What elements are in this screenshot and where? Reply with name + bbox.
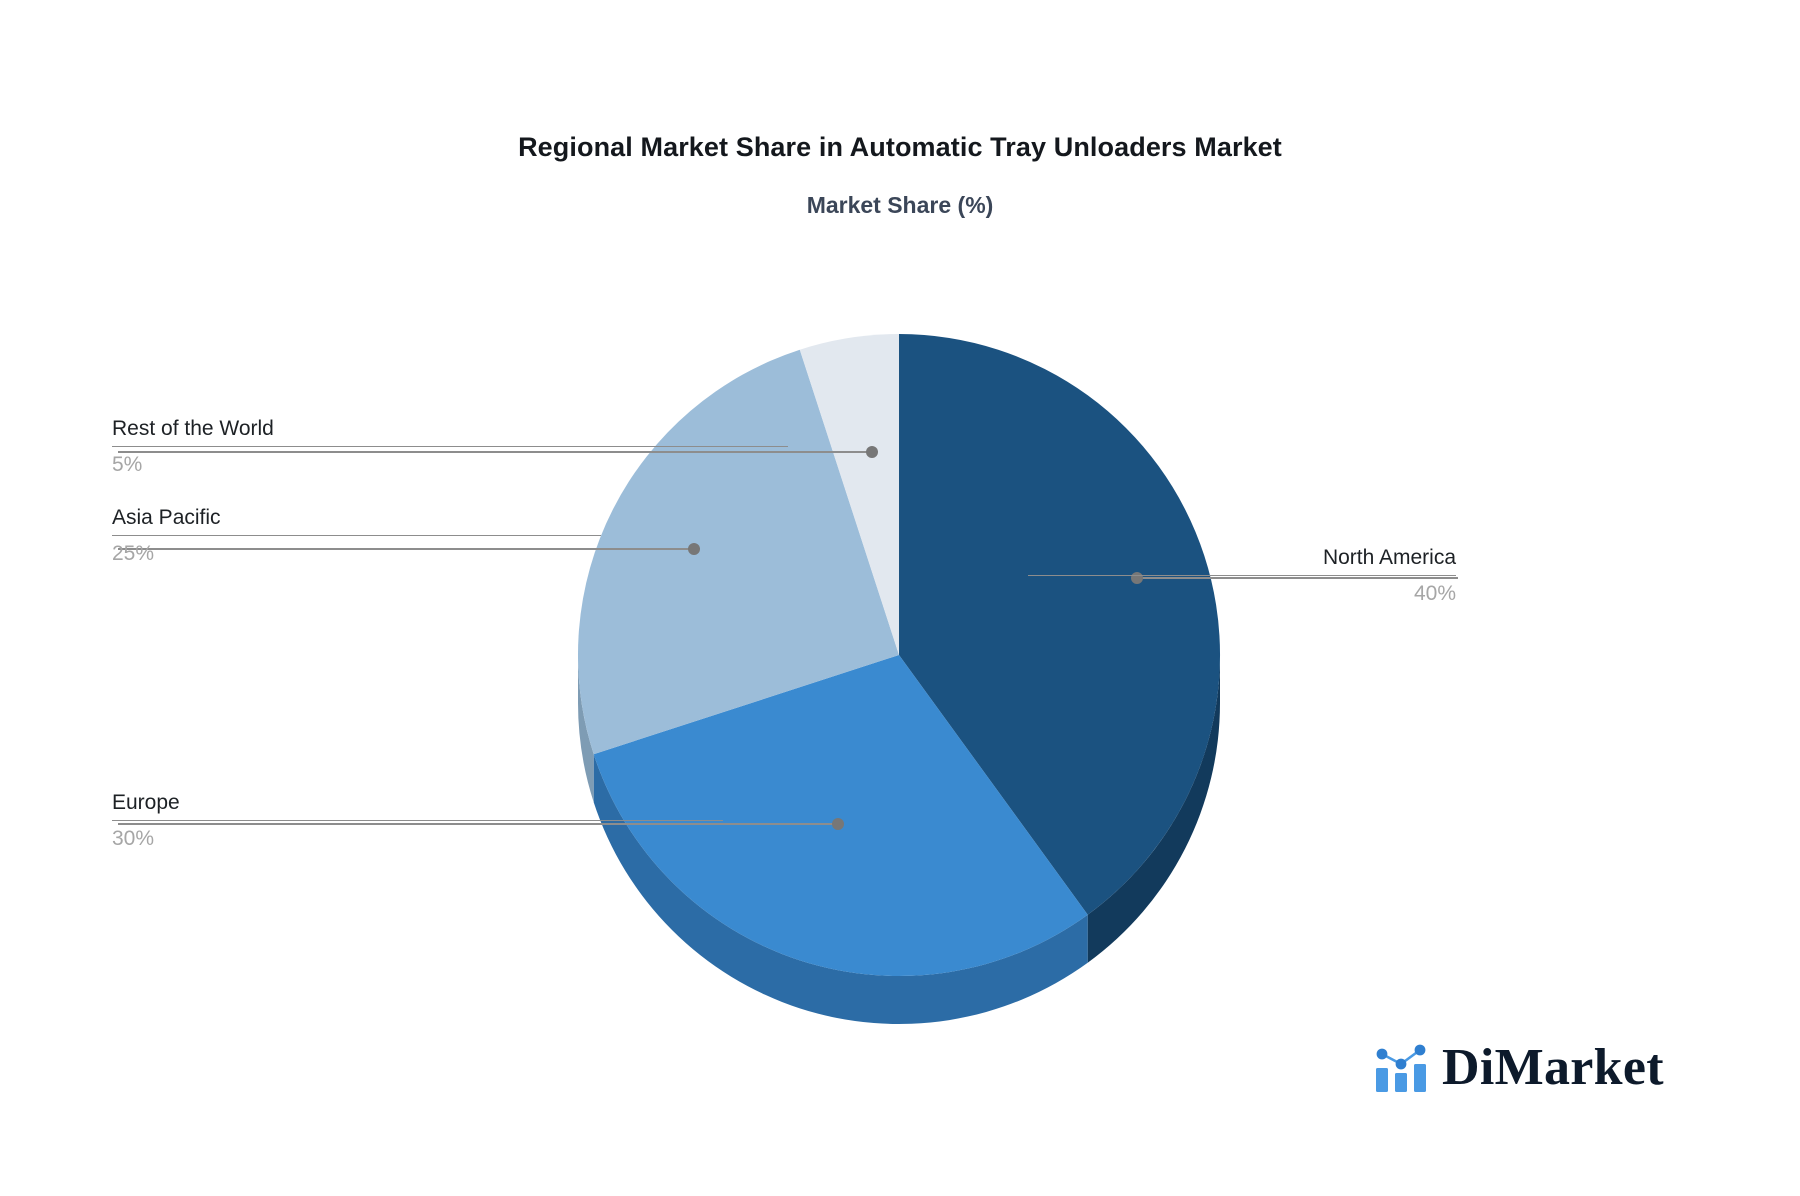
callout-rule-europe: [112, 820, 723, 821]
callout-north-america: North America 40%: [1028, 545, 1456, 609]
callout-value-rest-of-the-world: 5%: [112, 453, 143, 476]
callout-rest-of-the-world: Rest of the World 5%: [112, 416, 788, 480]
pie-slices: [577, 334, 1221, 977]
dimarket-logo: DiMarket: [1374, 1042, 1664, 1094]
callout-rule-rest-of-the-world: [112, 446, 788, 447]
callout-label-north-america: North America: [1322, 546, 1456, 569]
leader-dot-asia-pacific: [688, 543, 700, 555]
logo-wordmark: DiMarket: [1442, 1039, 1664, 1096]
chart-title: Regional Market Share in Automatic Tray …: [518, 132, 1282, 162]
callout-asia-pacific: Asia Pacific 25%: [112, 505, 601, 569]
pie-3d-side-walls: [578, 655, 1220, 1025]
bar-chart-icon: [1376, 1044, 1426, 1092]
callout-value-europe: 30%: [112, 827, 155, 850]
pie-side-north-america: [1087, 655, 1220, 963]
callout-rule-north-america: [1028, 575, 1456, 576]
chart-subtitle: Market Share (%): [806, 192, 994, 218]
pie-side-asia-pacific: [578, 655, 594, 803]
callout-label-rest-of-the-world: Rest of the World: [112, 417, 274, 440]
pie-side-europe: [593, 754, 1088, 1025]
callout-label-europe: Europe: [112, 791, 180, 814]
pie-slice-asia-pacific[interactable]: [577, 349, 899, 755]
callout-rule-asia-pacific: [112, 535, 601, 536]
pie-slice-north-america[interactable]: [899, 334, 1221, 915]
callout-label-asia-pacific: Asia Pacific: [112, 506, 221, 529]
leader-dot-rest-of-the-world: [866, 446, 878, 458]
callout-value-north-america: 40%: [1413, 582, 1456, 605]
callout-value-asia-pacific: 25%: [112, 542, 155, 565]
pie-slice-rest-of-the-world[interactable]: [799, 334, 899, 655]
pie-leader-lines: [118, 451, 1458, 825]
leader-dot-europe: [832, 818, 844, 830]
pie-slice-europe[interactable]: [593, 655, 1088, 977]
callout-europe: Europe 30%: [112, 790, 723, 854]
